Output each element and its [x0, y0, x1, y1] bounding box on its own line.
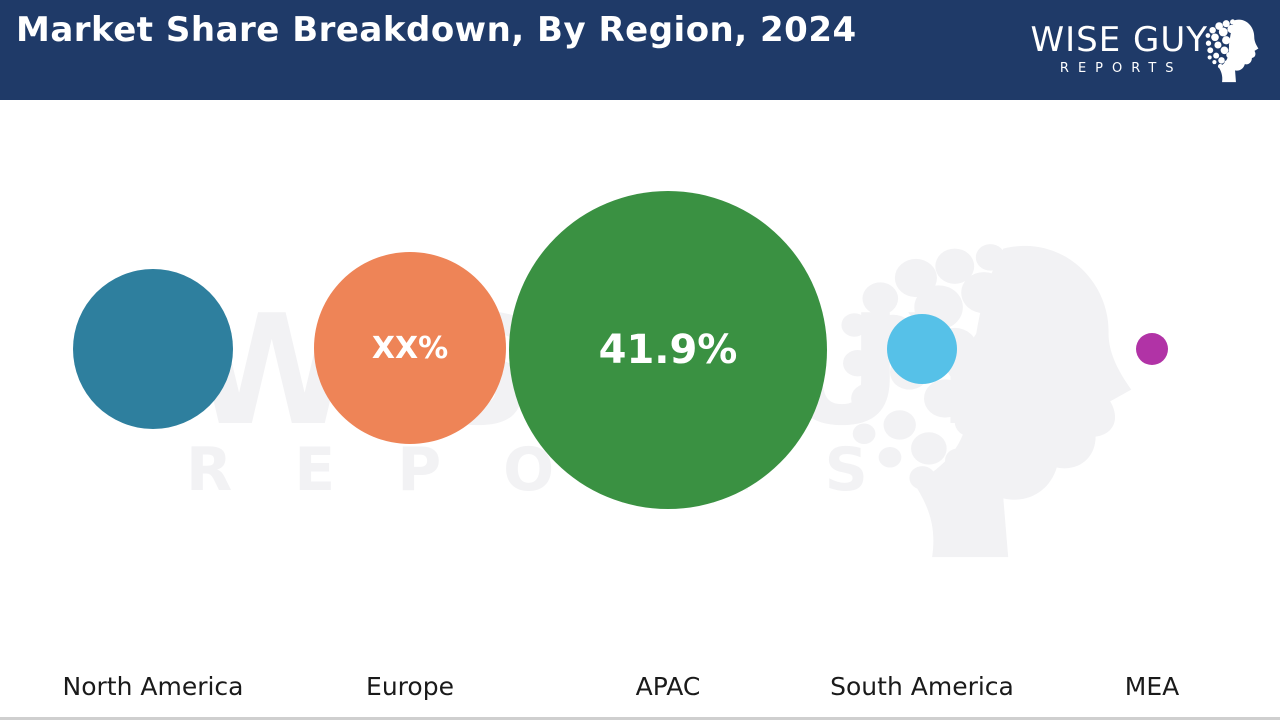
- bubble-mea: [1136, 333, 1168, 365]
- bubble-north-america: [73, 269, 233, 429]
- bubble-south-america: [887, 314, 957, 384]
- logo-text: WISE GUY REPORTS: [1030, 22, 1208, 78]
- logo-subtext: REPORTS: [1059, 61, 1183, 76]
- category-label-apac: APAC: [635, 672, 701, 701]
- category-label-europe: Europe: [366, 672, 454, 701]
- bottom-border: [0, 717, 1280, 720]
- bubble-value-label: 41.9%: [598, 327, 738, 373]
- header: Market Share Breakdown, By Region, 2024 …: [0, 0, 1280, 100]
- category-label-north-america: North America: [62, 672, 244, 701]
- category-label-mea: MEA: [1124, 672, 1180, 701]
- category-label-south-america: South America: [830, 672, 1014, 701]
- watermark-head-icon: [841, 244, 1132, 558]
- bubble-europe: XX%: [314, 252, 506, 444]
- bubble-value-label: XX%: [371, 330, 449, 366]
- bubble-apac: 41.9%: [509, 191, 827, 509]
- logo-wordmark: WISE GUY: [1030, 20, 1208, 60]
- logo-head-icon: [1205, 19, 1259, 83]
- page-title: Market Share Breakdown, By Region, 2024: [16, 10, 857, 50]
- wiseguy-logo: WISE GUY REPORTS: [1030, 8, 1264, 92]
